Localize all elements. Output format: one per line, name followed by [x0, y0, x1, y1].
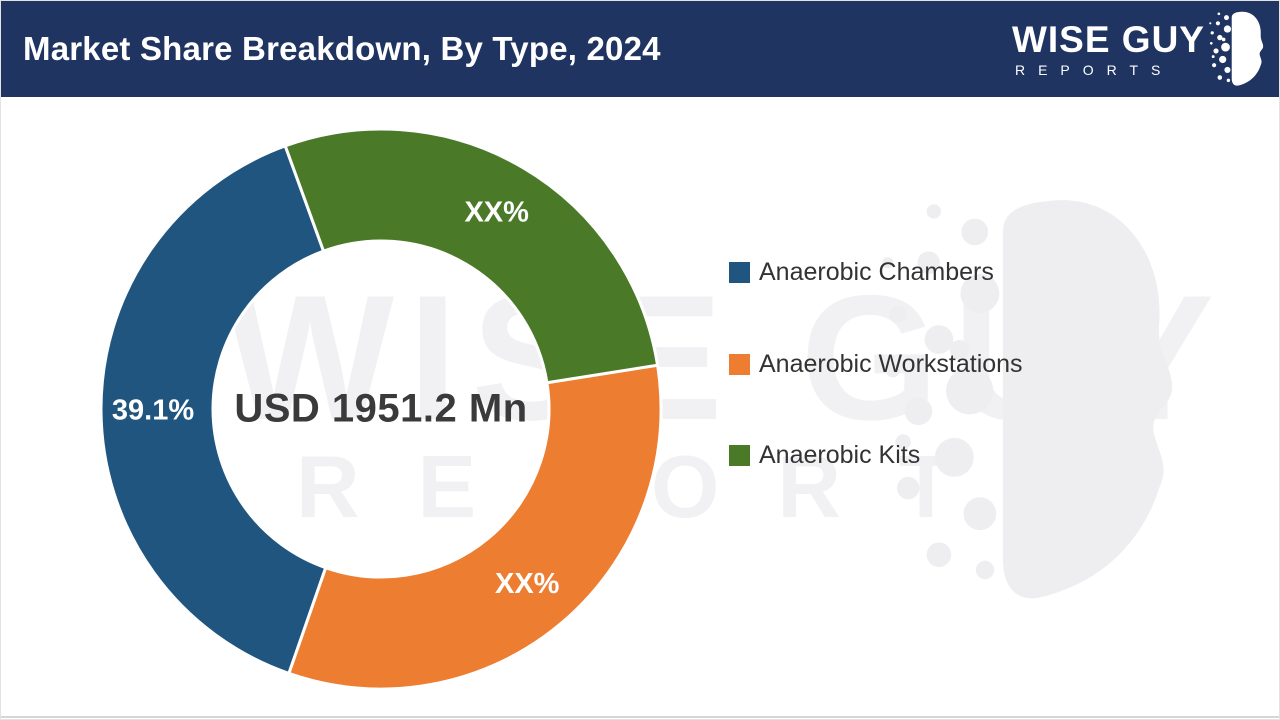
donut-segment-anaerobic-workstations	[287, 363, 663, 691]
donut-segment-anaerobic-chambers	[99, 143, 328, 676]
brand-logo-text: WISE GUY REPORTS	[1012, 21, 1205, 78]
brand-face-icon	[1209, 11, 1264, 86]
legend-label: Anaerobic Kits	[759, 441, 921, 469]
legend-item-anaerobic-chambers: Anaerobic Chambers	[729, 258, 1023, 287]
page-title: Market Share Breakdown, By Type, 2024	[23, 30, 661, 67]
donut-segment-label: 39.1%	[112, 395, 194, 427]
legend-item-anaerobic-kits: Anaerobic Kits	[729, 441, 1023, 470]
donut-segment-label: XX%	[495, 568, 560, 600]
donut-segment-anaerobic-kits	[283, 127, 660, 385]
donut-segment-label: XX%	[464, 197, 529, 229]
legend-item-anaerobic-workstations: Anaerobic Workstations	[729, 349, 1023, 379]
chart-legend: Anaerobic Chambers Anaerobic Workstation…	[729, 258, 1023, 470]
brand-logo-line1: WISE GUY	[1011, 18, 1205, 60]
brand-logo: WISE GUY REPORTS	[1012, 10, 1265, 88]
legend-label: Anaerobic Workstations	[759, 349, 1023, 378]
brand-logo-line2: REPORTS	[1014, 61, 1174, 78]
bottom-divider	[1, 716, 1279, 718]
legend-swatch-anaerobic-chambers	[729, 262, 750, 284]
header-bar: Market Share Breakdown, By Type, 2024 WI…	[1, 1, 1279, 97]
chart-center-value: USD 1951.2 Mn	[234, 386, 528, 431]
legend-label: Anaerobic Chambers	[759, 258, 994, 286]
legend-swatch-anaerobic-workstations	[729, 353, 750, 375]
legend-swatch-anaerobic-kits	[729, 445, 750, 467]
